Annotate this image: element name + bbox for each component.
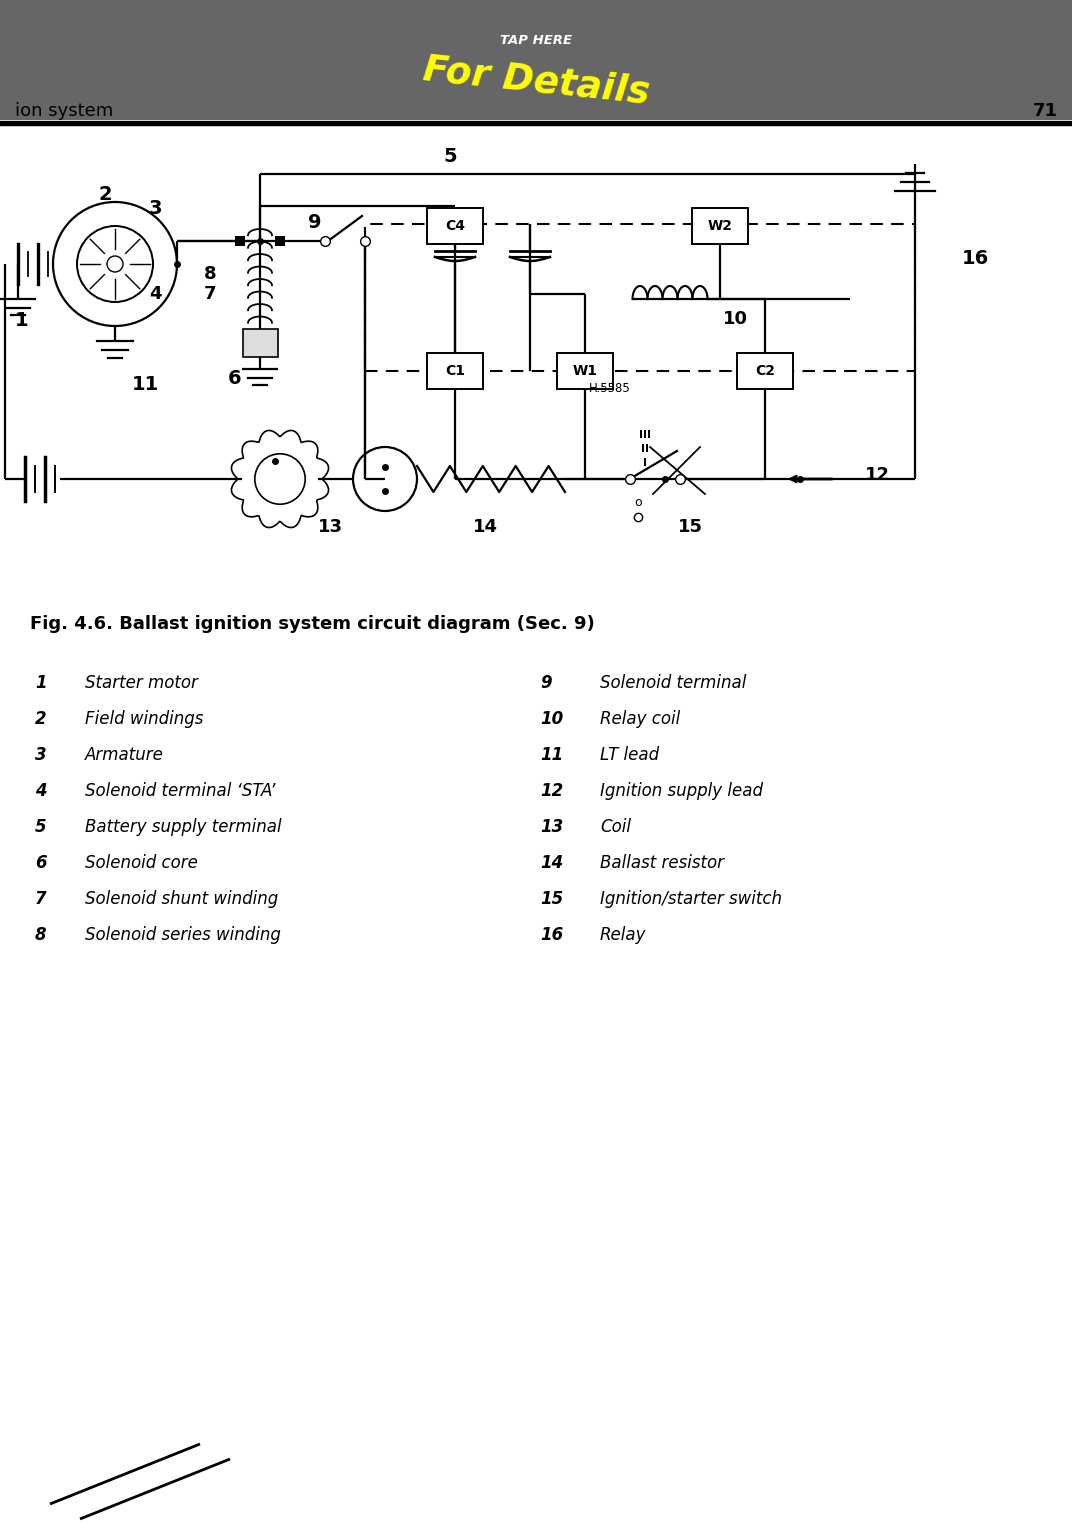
Text: 2: 2 (99, 185, 111, 203)
Text: Solenoid terminal ‘STA’: Solenoid terminal ‘STA’ (85, 781, 276, 800)
Text: 16: 16 (540, 927, 563, 943)
Text: C1: C1 (445, 364, 465, 378)
Bar (235, 235, 245, 246)
Text: 14: 14 (540, 855, 563, 872)
Text: II: II (641, 443, 649, 454)
Text: III: III (639, 430, 651, 440)
Bar (427, 208, 483, 245)
Text: 16: 16 (962, 249, 988, 269)
Text: 15: 15 (540, 890, 563, 908)
Bar (693, 208, 748, 245)
Text: 10: 10 (723, 310, 747, 329)
Text: Field windings: Field windings (85, 709, 204, 728)
Bar (364, 225, 915, 372)
Text: Solenoid series winding: Solenoid series winding (85, 927, 281, 943)
Text: TAP HERE: TAP HERE (500, 35, 572, 47)
Text: Battery supply terminal: Battery supply terminal (85, 818, 282, 836)
Text: 1: 1 (35, 674, 46, 693)
Text: 7: 7 (204, 284, 217, 303)
Text: 6: 6 (228, 370, 242, 388)
Text: 4: 4 (149, 284, 161, 303)
Text: 13: 13 (317, 518, 342, 537)
Text: Starter motor: Starter motor (85, 674, 198, 693)
Text: 11: 11 (540, 746, 563, 764)
Text: I: I (643, 459, 647, 468)
Text: Ignition supply lead: Ignition supply lead (600, 781, 763, 800)
Text: C4: C4 (445, 219, 465, 232)
Text: Solenoid core: Solenoid core (85, 855, 198, 872)
Bar (557, 353, 613, 388)
Bar (242, 329, 278, 356)
Text: 9: 9 (540, 674, 552, 693)
Text: Solenoid terminal: Solenoid terminal (600, 674, 746, 693)
Text: ion system: ion system (15, 102, 114, 119)
Text: Ballast resistor: Ballast resistor (600, 855, 724, 872)
Text: Fig. 4.6. Ballast ignition system circuit diagram (Sec. 9): Fig. 4.6. Ballast ignition system circui… (30, 615, 595, 633)
Text: For Details: For Details (421, 50, 651, 110)
Bar (736, 353, 793, 388)
Text: 10: 10 (540, 709, 563, 728)
Text: 8: 8 (204, 265, 217, 283)
Text: H.5585: H.5585 (590, 382, 631, 396)
Text: W1: W1 (572, 364, 597, 378)
Text: LT lead: LT lead (600, 746, 659, 764)
Text: 8: 8 (35, 927, 46, 943)
Bar (427, 353, 483, 388)
Text: 4: 4 (35, 781, 46, 800)
Text: W2: W2 (708, 219, 732, 232)
Text: C2: C2 (755, 364, 775, 378)
Text: 3: 3 (35, 746, 46, 764)
Text: 2: 2 (35, 709, 46, 728)
Text: 13: 13 (540, 818, 563, 836)
Text: 6: 6 (35, 855, 46, 872)
Text: Relay coil: Relay coil (600, 709, 681, 728)
Text: 11: 11 (132, 375, 159, 393)
Text: Solenoid shunt winding: Solenoid shunt winding (85, 890, 279, 908)
Text: 12: 12 (865, 466, 890, 485)
Bar (276, 235, 285, 246)
Text: 5: 5 (443, 147, 457, 165)
Text: 9: 9 (309, 213, 322, 231)
Circle shape (107, 255, 123, 272)
Text: 5: 5 (35, 818, 46, 836)
Text: 14: 14 (473, 518, 497, 537)
Text: Armature: Armature (85, 746, 164, 764)
Bar (0, 0, 1072, 119)
Text: Relay: Relay (600, 927, 646, 943)
Text: 7: 7 (35, 890, 46, 908)
Text: o: o (635, 497, 642, 509)
Text: Ignition/starter switch: Ignition/starter switch (600, 890, 781, 908)
Text: Coil: Coil (600, 818, 631, 836)
Text: 3: 3 (148, 199, 162, 219)
Text: 12: 12 (540, 781, 563, 800)
Text: 71: 71 (1033, 102, 1058, 119)
Text: 1: 1 (15, 312, 29, 330)
Text: 15: 15 (678, 518, 702, 537)
